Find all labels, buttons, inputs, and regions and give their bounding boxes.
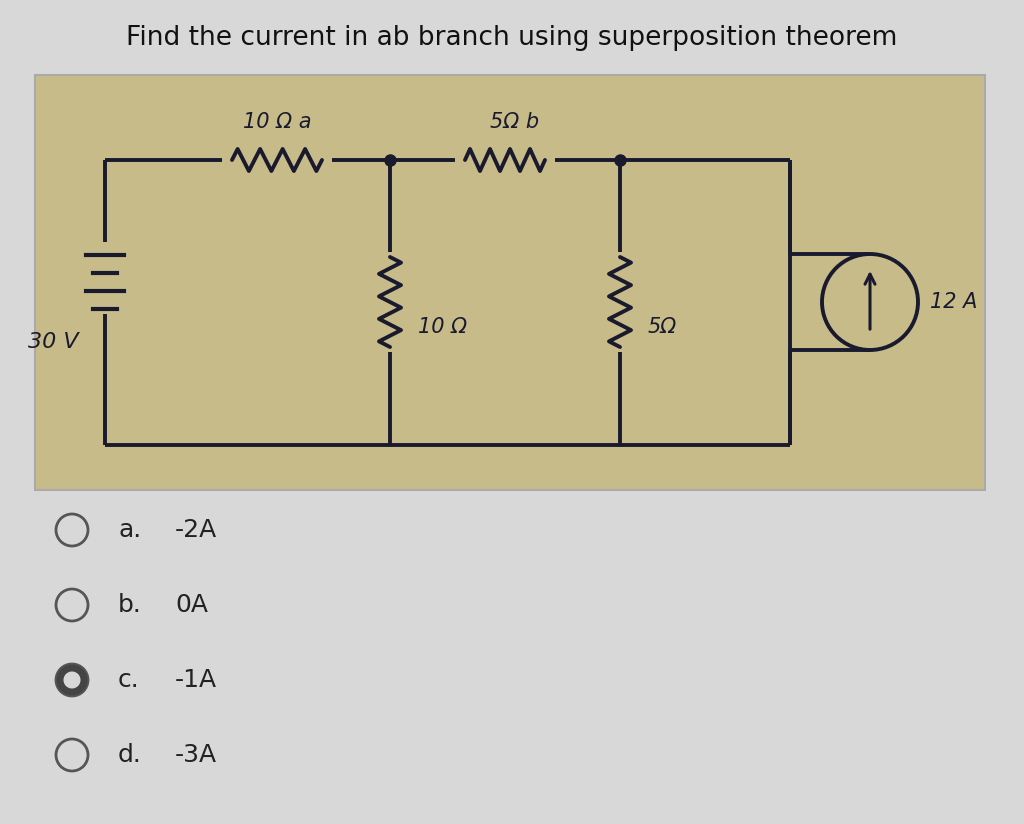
- Text: -1A: -1A: [175, 668, 217, 692]
- Text: c.: c.: [118, 668, 139, 692]
- Text: Find the current in ab branch using superposition theorem: Find the current in ab branch using supe…: [126, 25, 898, 51]
- Bar: [35, 75, 985, 490]
- Text: 5Ω: 5Ω: [648, 317, 677, 337]
- Text: 10 Ω a: 10 Ω a: [243, 112, 311, 132]
- Text: 5Ω b: 5Ω b: [490, 112, 540, 132]
- Text: b.: b.: [118, 593, 142, 617]
- Text: 30 V: 30 V: [28, 332, 78, 352]
- Text: d.: d.: [118, 743, 142, 767]
- Text: a.: a.: [118, 518, 141, 542]
- Text: 10 Ω: 10 Ω: [418, 317, 467, 337]
- Text: 12 A: 12 A: [930, 292, 977, 312]
- Text: 0A: 0A: [175, 593, 208, 617]
- Text: -3A: -3A: [175, 743, 217, 767]
- Text: -2A: -2A: [175, 518, 217, 542]
